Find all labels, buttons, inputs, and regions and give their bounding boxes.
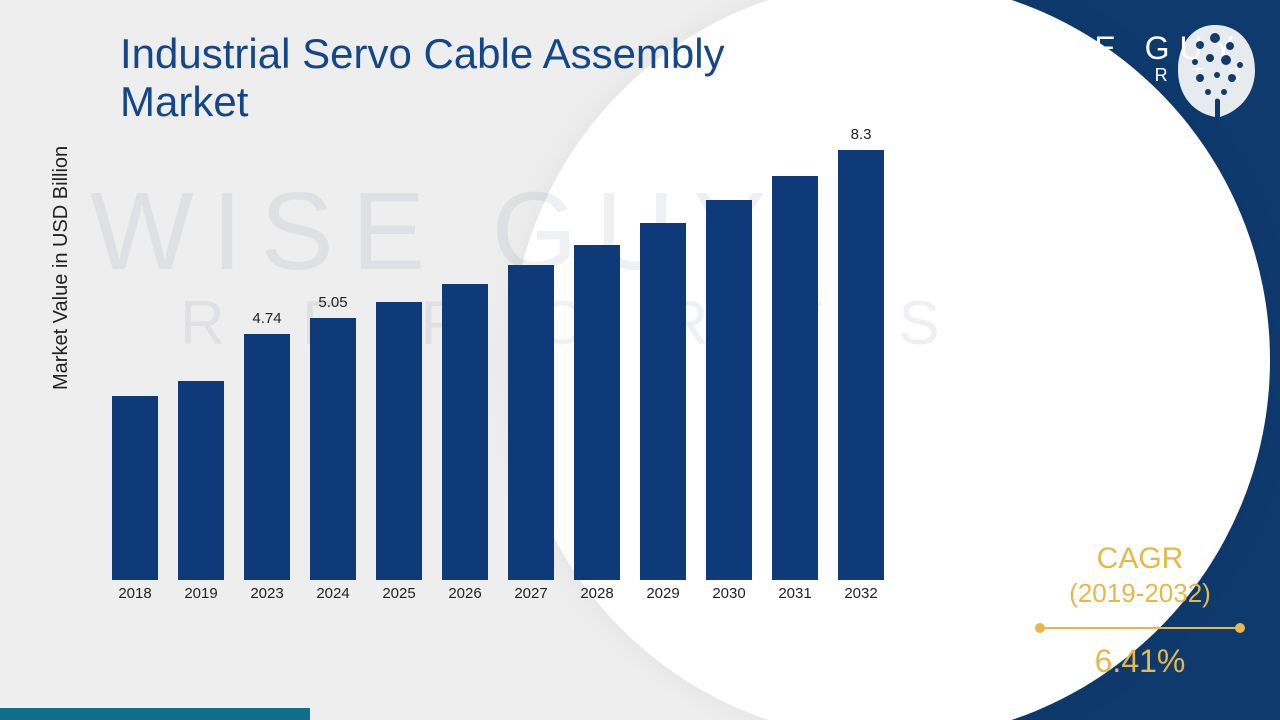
bar-slot <box>498 241 564 580</box>
bar <box>112 396 158 580</box>
bar-value-label: 5.05 <box>318 294 347 312</box>
bar <box>706 200 752 580</box>
x-tick: 2030 <box>696 585 762 602</box>
bar <box>178 381 224 580</box>
bar-slot: 5.05 <box>300 294 366 580</box>
bar-chart: Market Value in USD Billion 4.745.058.3 … <box>60 150 900 640</box>
y-axis-label: Market Value in USD Billion <box>50 146 73 390</box>
x-tick: 2026 <box>432 585 498 602</box>
page-root: WISE GUY R E P O R T S Industrial Servo … <box>0 0 1280 720</box>
bar <box>838 150 884 580</box>
bar-slot <box>630 199 696 580</box>
x-tick: 2019 <box>168 585 234 602</box>
bar <box>508 265 554 580</box>
bar-slot <box>696 176 762 580</box>
x-tick: 2024 <box>300 585 366 602</box>
x-tick: 2032 <box>828 585 894 602</box>
bar-slot <box>102 372 168 580</box>
cagr-divider <box>1040 627 1240 629</box>
cagr-value: 6.41% <box>1000 643 1280 680</box>
cagr-block: CAGR (2019-2032) 6.41% <box>1000 542 1280 680</box>
bar <box>310 318 356 580</box>
bar-slot: 4.74 <box>234 310 300 580</box>
plot-area: 4.745.058.3 <box>98 150 898 580</box>
bar-slot <box>564 221 630 580</box>
bar-slot <box>366 278 432 580</box>
x-axis-ticks: 2018201920232024202520262027202820292030… <box>98 585 898 602</box>
bottom-strip <box>0 708 310 720</box>
bar-value-label: 4.74 <box>252 310 281 328</box>
bar-slot: 8.3 <box>828 126 894 580</box>
bar <box>640 223 686 580</box>
x-tick: 2025 <box>366 585 432 602</box>
bar-slot <box>168 357 234 580</box>
x-tick: 2027 <box>498 585 564 602</box>
head-dots-icon <box>1170 20 1260 120</box>
bars-container: 4.745.058.3 <box>98 150 898 580</box>
bar <box>376 302 422 580</box>
cagr-title: CAGR <box>1000 542 1280 576</box>
cagr-range: (2019-2032) <box>1000 578 1280 609</box>
bar <box>244 334 290 580</box>
bar-value-label: 8.3 <box>851 126 872 144</box>
bar-slot <box>762 152 828 580</box>
bar <box>772 176 818 580</box>
bar <box>442 284 488 580</box>
x-tick: 2028 <box>564 585 630 602</box>
bar-slot <box>432 260 498 580</box>
chart-title: Industrial Servo Cable Assembly Market <box>120 30 820 127</box>
x-tick: 2031 <box>762 585 828 602</box>
x-tick: 2018 <box>102 585 168 602</box>
x-tick: 2029 <box>630 585 696 602</box>
x-tick: 2023 <box>234 585 300 602</box>
bar <box>574 245 620 580</box>
